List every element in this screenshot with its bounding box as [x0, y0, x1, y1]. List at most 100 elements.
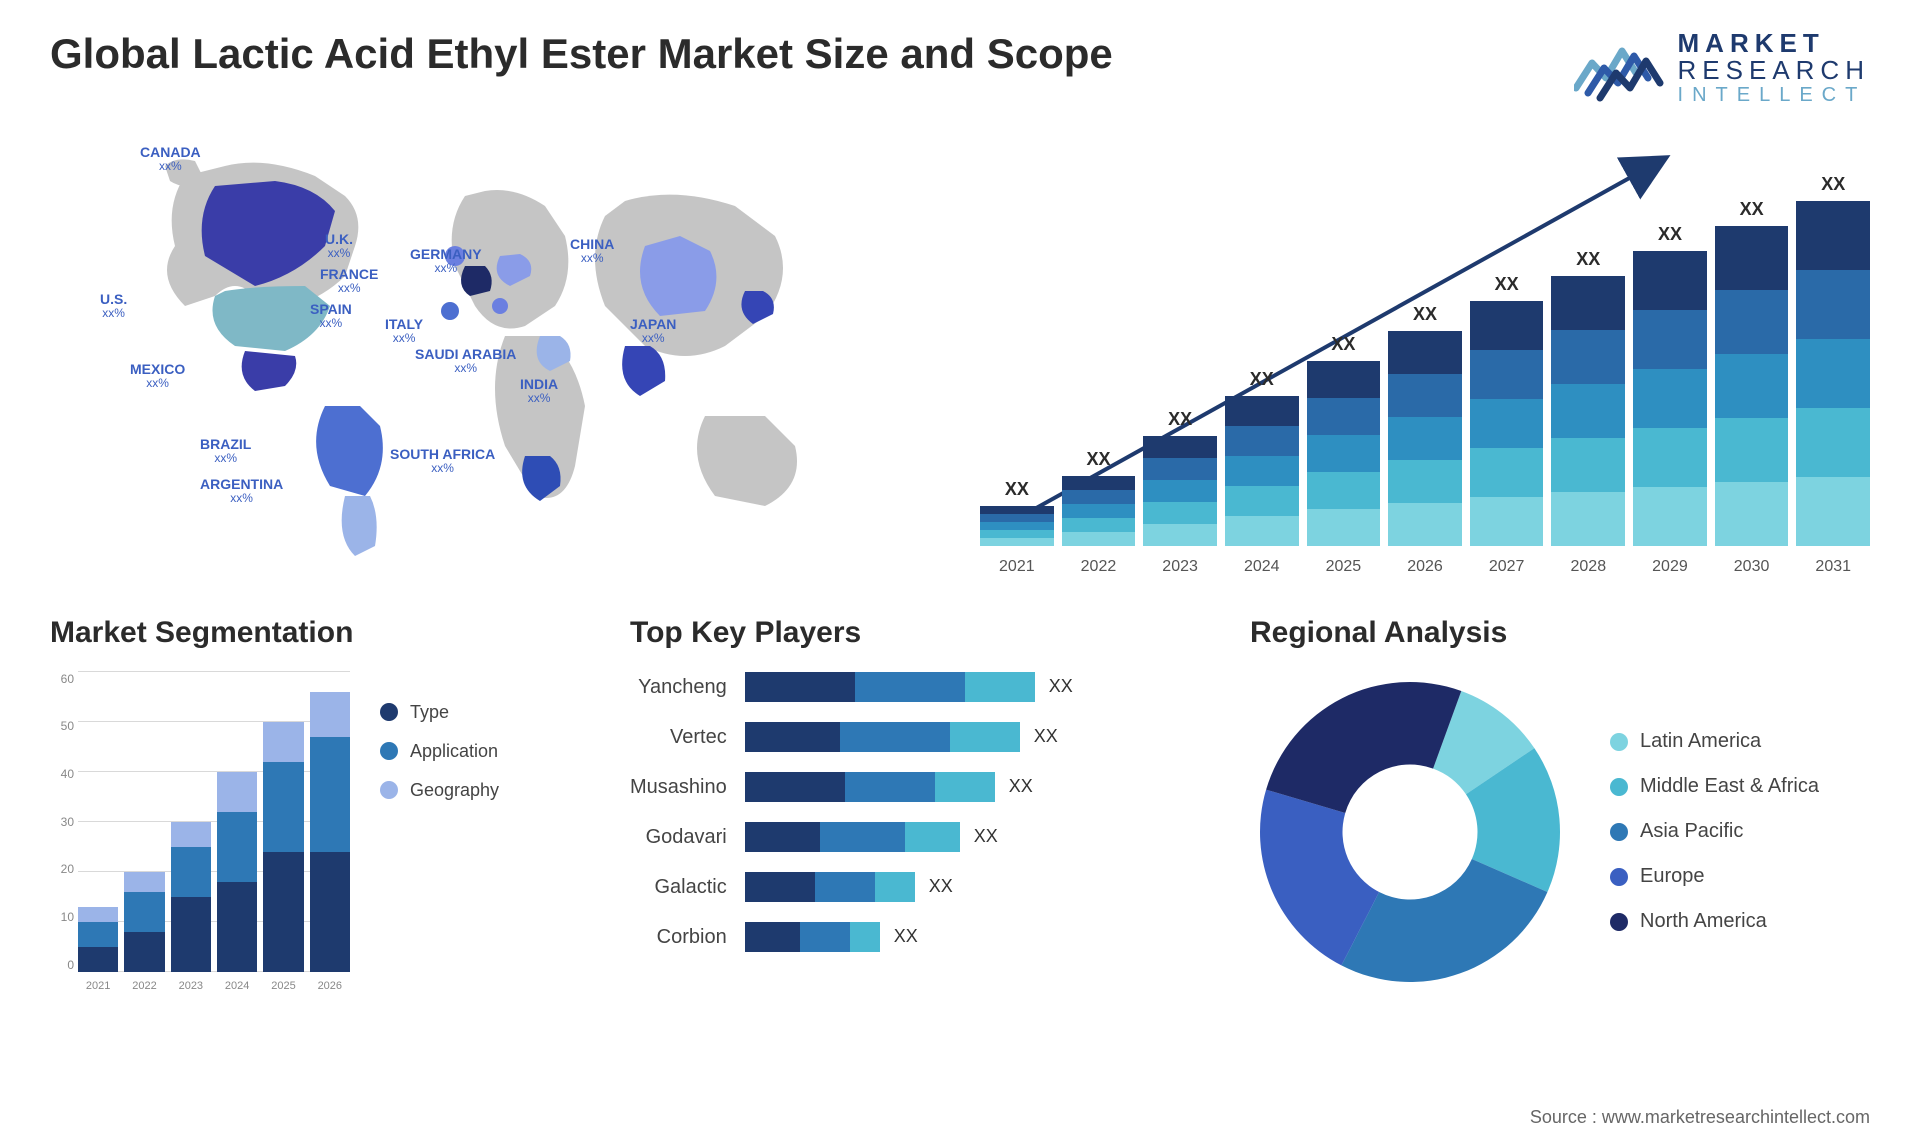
- player-value: XX: [974, 826, 998, 847]
- seg-legend-item: Type: [380, 702, 499, 723]
- legend-label: Application: [410, 741, 498, 762]
- seg-bar: [263, 722, 303, 972]
- player-bar: XX: [745, 722, 1190, 752]
- growth-year-label: 2030: [1715, 558, 1789, 576]
- map-country-label: SAUDI ARABIAxx%: [415, 346, 516, 376]
- key-players-chart: YanchengVertecMusashinoGodavariGalacticC…: [630, 672, 1190, 952]
- logo-mark-icon: [1574, 33, 1664, 103]
- growth-bar-value: XX: [1740, 199, 1764, 220]
- seg-year-label: 2024: [217, 980, 257, 992]
- logo-line-2: RESEARCH: [1678, 57, 1870, 84]
- growth-bar: XX: [1062, 449, 1136, 546]
- regional-donut-chart: [1250, 672, 1570, 992]
- segmentation-chart: 0102030405060 202120222023202420252026: [50, 672, 350, 992]
- player-name: Corbion: [630, 922, 727, 952]
- legend-swatch-icon: [1610, 913, 1628, 931]
- growth-bar-value: XX: [1413, 304, 1437, 325]
- player-bar: XX: [745, 672, 1190, 702]
- map-country-label: CHINAxx%: [570, 236, 614, 266]
- legend-swatch-icon: [380, 742, 398, 760]
- seg-bar: [171, 822, 211, 972]
- growth-bar-value: XX: [1168, 409, 1192, 430]
- seg-ytick: 50: [50, 719, 74, 733]
- seg-bar: [124, 872, 164, 972]
- legend-label: Geography: [410, 780, 499, 801]
- region-legend-item: Europe: [1610, 865, 1819, 888]
- seg-year-label: 2023: [171, 980, 211, 992]
- logo-line-3: INTELLECT: [1678, 85, 1870, 106]
- growth-bar: XX: [1715, 199, 1789, 546]
- seg-year-label: 2025: [263, 980, 303, 992]
- region-legend-item: Latin America: [1610, 730, 1819, 753]
- page-title: Global Lactic Acid Ethyl Ester Market Si…: [50, 30, 1113, 78]
- growth-year-label: 2023: [1143, 558, 1217, 576]
- legend-swatch-icon: [1610, 868, 1628, 886]
- growth-bar: XX: [980, 479, 1054, 546]
- growth-bar: XX: [1470, 274, 1544, 546]
- bottom-row: Market Segmentation 0102030405060 202120…: [50, 616, 1870, 1076]
- region-legend-item: North America: [1610, 910, 1819, 933]
- brand-logo: MARKET RESEARCH INTELLECT: [1574, 30, 1870, 106]
- seg-ytick: 40: [50, 767, 74, 781]
- growth-year-label: 2026: [1388, 558, 1462, 576]
- growth-chart-panel: XX XX XX XX XX XX XX XX XX XX XX 2021 2022 2023 2024 2…: [980, 136, 1870, 576]
- growth-bar: XX: [1143, 409, 1217, 546]
- player-value: XX: [894, 926, 918, 947]
- growth-bar: XX: [1388, 304, 1462, 546]
- player-bar: XX: [745, 922, 1190, 952]
- map-country-label: BRAZILxx%: [200, 436, 251, 466]
- growth-bar: XX: [1225, 369, 1299, 546]
- seg-bar: [78, 907, 118, 972]
- player-name: Vertec: [630, 722, 727, 752]
- key-players-title: Top Key Players: [630, 616, 1190, 650]
- legend-swatch-icon: [1610, 823, 1628, 841]
- growth-bar-value: XX: [1658, 224, 1682, 245]
- map-country-label: INDIAxx%: [520, 376, 558, 406]
- seg-bar: [217, 772, 257, 972]
- growth-bar-value: XX: [1086, 449, 1110, 470]
- growth-year-label: 2024: [1225, 558, 1299, 576]
- growth-year-label: 2029: [1633, 558, 1707, 576]
- growth-bar-value: XX: [1576, 249, 1600, 270]
- growth-year-label: 2022: [1062, 558, 1136, 576]
- player-bar: XX: [745, 822, 1190, 852]
- seg-ytick: 0: [50, 958, 74, 972]
- growth-bar: XX: [1307, 334, 1381, 546]
- segmentation-title: Market Segmentation: [50, 616, 570, 650]
- growth-bar-value: XX: [1331, 334, 1355, 355]
- seg-year-label: 2026: [310, 980, 350, 992]
- source-attribution: Source : www.marketresearchintellect.com: [1530, 1107, 1870, 1128]
- region-legend-item: Middle East & Africa: [1610, 775, 1819, 798]
- map-country-label: GERMANYxx%: [410, 246, 482, 276]
- player-name: Godavari: [630, 822, 727, 852]
- header: Global Lactic Acid Ethyl Ester Market Si…: [50, 30, 1870, 106]
- logo-text: MARKET RESEARCH INTELLECT: [1678, 30, 1870, 106]
- seg-year-label: 2022: [124, 980, 164, 992]
- growth-bar: XX: [1796, 174, 1870, 546]
- seg-ytick: 10: [50, 910, 74, 924]
- growth-year-label: 2021: [980, 558, 1054, 576]
- segmentation-legend: Type Application Geography: [380, 672, 499, 992]
- logo-line-1: MARKET: [1678, 30, 1870, 57]
- key-players-panel: Top Key Players YanchengVertecMusashinoG…: [630, 616, 1190, 1076]
- map-country-label: ARGENTINAxx%: [200, 476, 283, 506]
- player-value: XX: [1034, 726, 1058, 747]
- player-name: Musashino: [630, 772, 727, 802]
- world-map-panel: CANADAxx%U.S.xx%MEXICOxx%BRAZILxx%ARGENT…: [50, 136, 940, 576]
- legend-swatch-icon: [380, 703, 398, 721]
- map-country-label: FRANCExx%: [320, 266, 378, 296]
- legend-label: North America: [1640, 910, 1767, 933]
- growth-year-label: 2028: [1551, 558, 1625, 576]
- seg-legend-item: Geography: [380, 780, 499, 801]
- growth-year-label: 2027: [1470, 558, 1544, 576]
- map-country-label: CANADAxx%: [140, 144, 201, 174]
- seg-ytick: 30: [50, 815, 74, 829]
- player-bar: XX: [745, 872, 1190, 902]
- growth-chart: XX XX XX XX XX XX XX XX XX XX XX 2021 2022 2023 2024 2…: [980, 136, 1870, 576]
- growth-bar: XX: [1633, 224, 1707, 546]
- map-country-label: MEXICOxx%: [130, 361, 185, 391]
- seg-ytick: 60: [50, 672, 74, 686]
- map-country-label: ITALYxx%: [385, 316, 423, 346]
- region-legend-item: Asia Pacific: [1610, 820, 1819, 843]
- regional-legend: Latin America Middle East & Africa Asia Pa…: [1610, 730, 1819, 933]
